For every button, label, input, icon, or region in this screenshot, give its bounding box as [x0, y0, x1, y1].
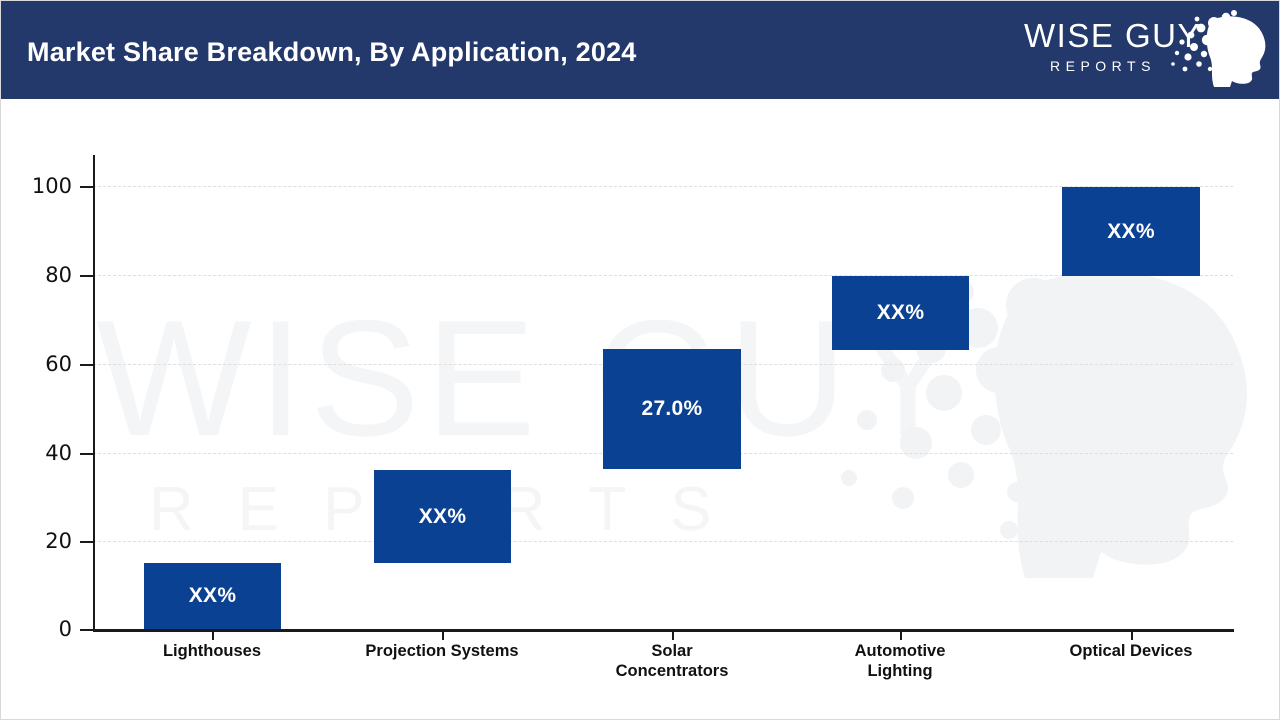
- y-tick-label-40: 40: [45, 441, 72, 465]
- x-axis-label-line: Optical Devices: [1069, 642, 1193, 660]
- bar-solar-concentrators[interactable]: 27.0%: [603, 349, 741, 469]
- bar-projection-systems[interactable]: XX%: [374, 470, 511, 563]
- bar-lighthouses[interactable]: XX%: [144, 563, 281, 629]
- y-tick-mark-80: [80, 275, 93, 277]
- bar-value-label: XX%: [188, 584, 237, 607]
- y-tick-label-80: 80: [45, 263, 72, 287]
- gridline-20: [93, 541, 1233, 542]
- chart-header-bar: Market Share Breakdown, By Application, …: [1, 1, 1279, 99]
- x-axis-label-line: Solar: [651, 642, 693, 660]
- svg-text:WISE GUY: WISE GUY: [1024, 17, 1201, 54]
- bar-automotive-lighting[interactable]: XX%: [832, 276, 969, 350]
- wise-guy-reports-logo: WISE GUY REPORTS: [1018, 9, 1273, 91]
- x-tick-mark-automotive-lighting: [900, 629, 902, 640]
- gridline-80: [93, 275, 1233, 276]
- x-axis-label-automotive-lighting: Automotive Lighting: [800, 641, 1000, 681]
- page-title: Market Share Breakdown, By Application, …: [27, 37, 637, 67]
- bar-value-label: XX%: [1107, 219, 1155, 243]
- x-tick-mark-optical-devices: [1131, 629, 1133, 640]
- y-tick-mark-60: [80, 364, 93, 366]
- x-axis-label-optical-devices: Optical Devices: [1031, 641, 1231, 661]
- y-tick-mark-100: [80, 186, 93, 188]
- x-axis-label-line: Lighthouses: [162, 642, 262, 660]
- x-tick-mark-solar-concentrators: [672, 629, 674, 640]
- y-tick-label-20: 20: [45, 529, 72, 553]
- svg-text:REPORTS: REPORTS: [1050, 58, 1156, 74]
- y-tick-mark-40: [80, 453, 93, 455]
- bar-value-label: XX%: [876, 301, 925, 324]
- y-tick-label-100: 100: [31, 174, 72, 198]
- bar-value-label: XX%: [418, 504, 467, 528]
- x-axis-label-line: Concentrators: [615, 662, 729, 680]
- y-tick-label-60: 60: [45, 352, 72, 376]
- x-axis-label-lighthouses: Lighthouses: [112, 641, 312, 661]
- x-tick-mark-lighthouses: [212, 629, 214, 640]
- x-axis-label-line: Projection Systems: [365, 642, 519, 660]
- y-axis-line: [93, 155, 95, 629]
- bar-value-label: 27.0%: [641, 397, 703, 420]
- x-axis-label-solar-concentrators: Solar Concentrators: [572, 641, 772, 681]
- gridline-100: [93, 186, 1233, 187]
- x-axis-line: [93, 629, 1234, 632]
- x-axis-label-projection-systems: Projection Systems: [342, 641, 542, 661]
- y-tick-mark-0: [80, 629, 93, 631]
- bar-optical-devices[interactable]: XX%: [1062, 187, 1200, 276]
- x-tick-mark-projection-systems: [442, 629, 444, 640]
- x-axis-label-line: Lighting: [867, 662, 933, 680]
- y-tick-label-0: 0: [58, 617, 72, 641]
- y-tick-mark-20: [80, 541, 93, 543]
- chart-canvas: WISE GUY REPORTS: [1, 100, 1279, 719]
- x-axis-label-line: Automotive: [854, 642, 946, 660]
